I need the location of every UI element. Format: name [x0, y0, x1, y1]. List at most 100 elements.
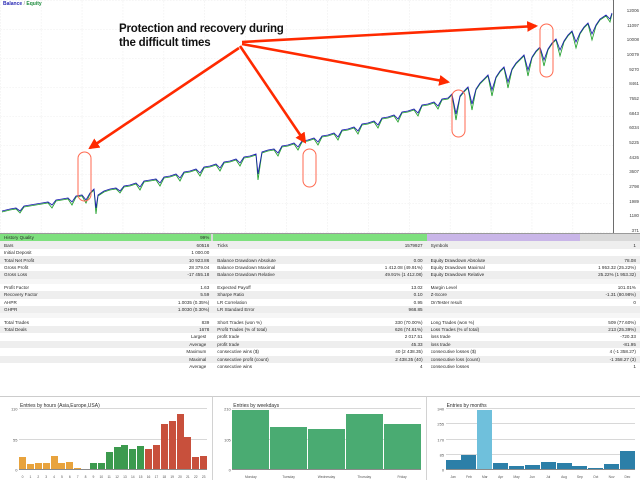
histogram-bar[interactable] [58, 462, 66, 470]
equity-series-line [1, 13, 613, 215]
histogram-x-tick: 2 [37, 475, 40, 479]
table-cell: AHPR 1.0035 (0.35%) [0, 299, 213, 306]
histogram-1[interactable]: Entries by hours (Asia,Europe,USA) 0 55 110… [0, 396, 214, 480]
histogram-x-tick: 6 [68, 475, 71, 479]
histogram-bar[interactable] [168, 420, 176, 470]
histogram-bar[interactable] [192, 456, 200, 470]
histogram-bar[interactable] [129, 449, 137, 470]
histogram-bar[interactable] [524, 465, 540, 470]
histogram-plot: 0 105 210 [224, 407, 421, 473]
table-cell: Largest [0, 333, 213, 340]
histogram-x-tick: 18 [162, 475, 167, 479]
histogram-x-tick: Oct [593, 475, 599, 479]
table-row[interactable]: Average consecutive wins 4 consecutive loss… [0, 363, 640, 370]
y-axis-tick: 1989 [629, 198, 639, 204]
cell-label: consecutive losses [430, 364, 470, 370]
histogram-bar[interactable] [34, 462, 42, 470]
cell-value: 2 438.35 (40) [395, 356, 423, 362]
table-row[interactable]: Maximum consecutive wins ($) 40 (2 438.35)… [0, 348, 640, 355]
histogram-bar[interactable] [383, 424, 421, 470]
cell-label: consecutive wins [217, 364, 253, 370]
table-row[interactable]: AHPR 1.0035 (0.35%) LR Correlation 0.95 OnTe… [0, 299, 640, 306]
table-row[interactable]: Total Trades 839 Short Trades (won %) 330 (… [0, 318, 640, 325]
equity-chart-canvas [0, 0, 613, 233]
histogram-y-tick: 340 [437, 406, 445, 412]
histogram-y-tick: 0 [228, 467, 231, 473]
table-row[interactable]: Total Deals 1678 Profit Trades (% of total… [0, 325, 640, 334]
histogram-bar[interactable] [200, 456, 208, 470]
histogram-bar[interactable] [232, 410, 270, 470]
histogram-bar[interactable] [493, 463, 509, 470]
histogram-bar[interactable] [105, 451, 113, 470]
histogram-x-tick: Tuesday [282, 475, 295, 479]
cell-value: 1 000.00 [191, 250, 210, 256]
cell-label: Loss Trades (% of total) [430, 327, 480, 333]
histogram-bar[interactable] [604, 464, 620, 470]
histogram-bar[interactable] [145, 448, 153, 470]
cell-label: Margin Level [430, 284, 457, 290]
histogram-bar[interactable] [588, 467, 604, 470]
table-row[interactable]: Recovery Factor 5.59 Sharpe Ratio 0.10 Z-Sco… [0, 291, 640, 299]
histogram-3[interactable]: Entries by months 0 85 170 255 340 Jan Feb Mar Ap… [426, 396, 640, 480]
histogram-bar[interactable] [160, 423, 168, 470]
histogram-bar[interactable] [461, 454, 477, 470]
histogram-gridline: 340 [437, 407, 635, 412]
histogram-bar[interactable] [176, 414, 184, 470]
quality-bar-fill [213, 234, 427, 242]
table-cell: Expected Payoff 13.02 [213, 284, 426, 291]
histogram-bar[interactable] [445, 459, 461, 470]
histogram-y-tick: 85 [439, 452, 445, 458]
annotation-arrow-4 [241, 21, 539, 44]
cell-label: Expected Payoff [217, 284, 251, 290]
histogram-bar[interactable] [121, 444, 129, 470]
cell-label: Maximum [186, 349, 207, 355]
histogram-bar[interactable] [477, 410, 493, 470]
histogram-bar[interactable] [184, 437, 192, 470]
table-row[interactable]: History Quality 99% [0, 234, 640, 242]
histogram-bar[interactable] [540, 462, 556, 470]
histogram-bar[interactable] [26, 463, 34, 470]
table-row[interactable]: Largest profit trade 2 017.51 loss trade -72… [0, 333, 640, 340]
table-row[interactable]: GHPR 1.0030 (0.30%) LR Standard Error 968.8… [0, 305, 640, 314]
histogram-bar[interactable] [345, 413, 383, 470]
cell-label: consecutive wins ($) [217, 349, 259, 355]
cell-label: OnTester result [430, 299, 462, 305]
table-row[interactable]: Average profit trade 45.33 loss trade -81.95 [0, 340, 640, 349]
histogram-bar[interactable] [19, 457, 27, 470]
cell-value: 509 (77.60%) [608, 319, 636, 325]
table-row[interactable]: Total Net Profit 10 923.86 Balance Drawdow… [0, 256, 640, 264]
equity-chart-plot[interactable]: Balance / Equity Protection and recovery… [0, 0, 613, 233]
histogram-bar[interactable] [152, 445, 160, 470]
histogram-bar[interactable] [270, 427, 308, 470]
histogram-2[interactable]: Entries by weekdays 0 105 210 Monday Tuesday W… [213, 396, 427, 480]
table-cell: Bars 60516 [0, 241, 213, 248]
histogram-bar[interactable] [50, 455, 58, 470]
histogram-bar[interactable] [137, 445, 145, 470]
cell-value: 0.10 [413, 292, 423, 298]
histogram-bars [232, 409, 421, 470]
table-cell: consecutive profit (count) 2 438.35 (40) [213, 356, 426, 363]
table-row[interactable]: Gross Profit 28 379.04 Balance Drawdown Ma… [0, 264, 640, 271]
table-row[interactable]: Gross Loss -17 455.18 Balance Drawdown Rel… [0, 271, 640, 279]
histogram-bar[interactable] [619, 451, 635, 470]
cell-label: History Quality [4, 235, 34, 241]
table-row[interactable]: Bars 60516 Ticks 1579927 Symbols 1 [0, 241, 640, 249]
histogram-bar[interactable] [508, 466, 525, 470]
histogram-gridline: 170 [437, 437, 635, 442]
histogram-bar[interactable] [556, 463, 572, 470]
histogram-bar[interactable] [89, 463, 97, 470]
histogram-bar[interactable] [42, 463, 50, 470]
y-axis-tick: 8461 [629, 81, 639, 87]
histogram-bar[interactable] [113, 446, 121, 470]
histogram-x-tick: 23 [201, 475, 206, 479]
table-row[interactable]: Initial Deposit 1 000.00 [0, 249, 640, 256]
equity-chart-panel[interactable]: Balance / Equity Protection and recovery… [0, 0, 640, 234]
table-row[interactable]: Profit Factor 1.63 Expected Payoff 13.02 Mar… [0, 284, 640, 291]
table-row[interactable]: Maximal consecutive profit (count) 2 438.3… [0, 355, 640, 363]
histogram-bar[interactable] [66, 462, 74, 470]
histogram-x-tick: 13 [123, 475, 127, 479]
histograms-row: Entries by hours (Asia,Europe,USA) 0 55 110… [0, 396, 640, 480]
histogram-bar[interactable] [572, 465, 588, 470]
histogram-bar[interactable] [307, 429, 345, 470]
histogram-bar[interactable] [97, 462, 105, 470]
